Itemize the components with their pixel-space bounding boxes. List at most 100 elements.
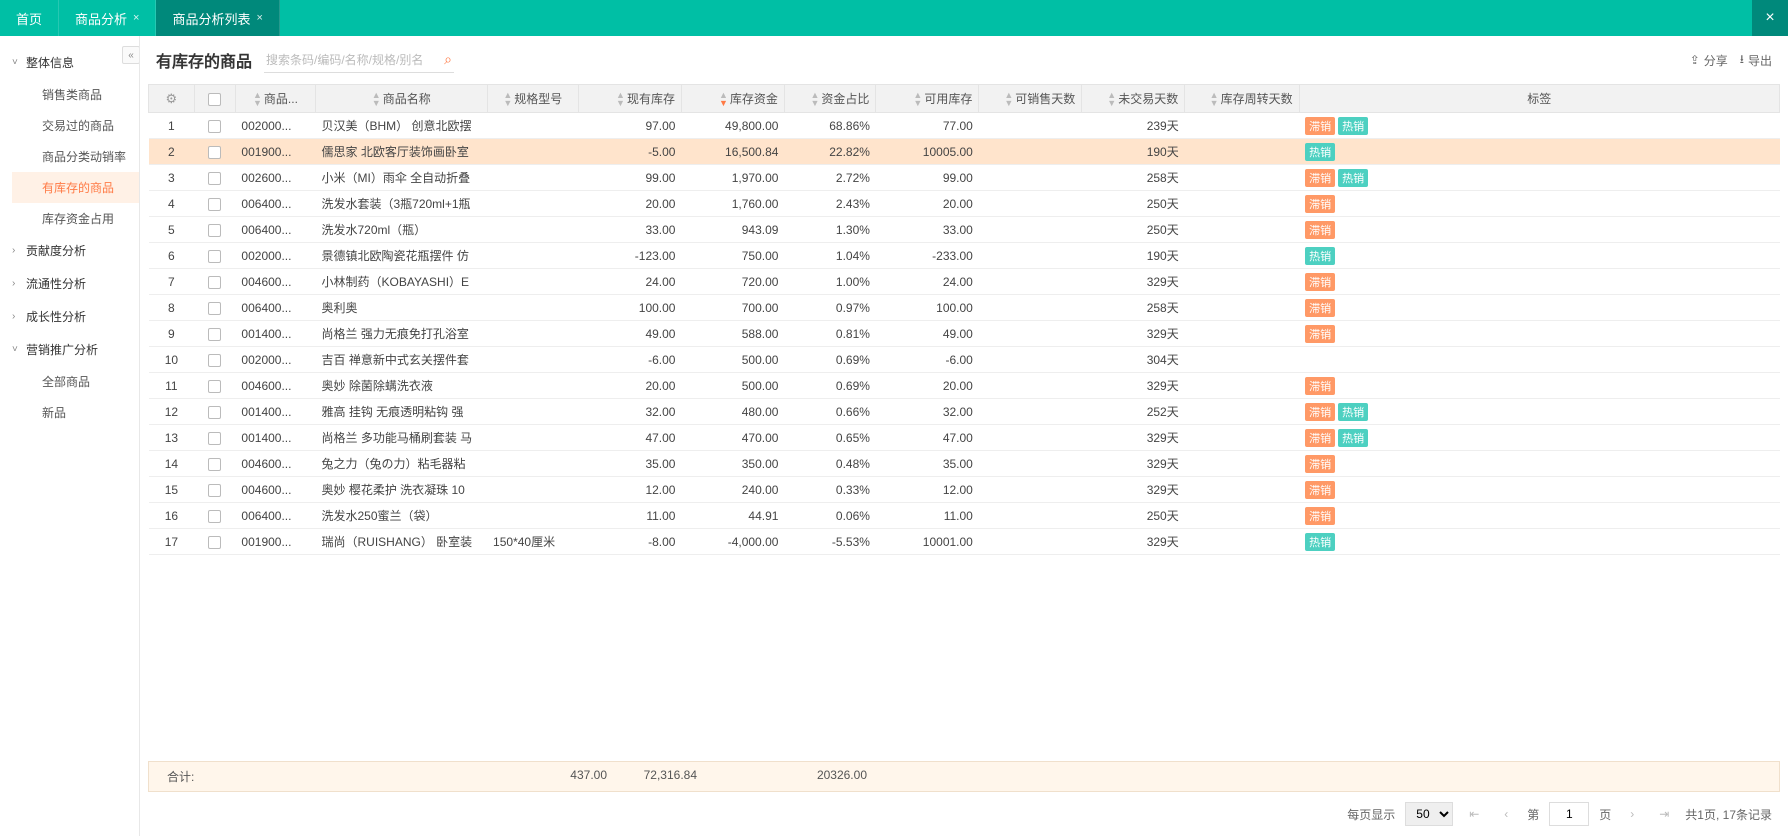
row-checkbox[interactable]: [208, 276, 221, 289]
row-checkbox[interactable]: [208, 198, 221, 211]
table-row[interactable]: 10002000...吉百 禅意新中式玄关摆件套-6.00500.000.69%…: [149, 347, 1780, 373]
cell-stock: -123.00: [579, 243, 682, 269]
nav-group-2[interactable]: ›流通性分析: [0, 267, 139, 300]
gear-icon[interactable]: ⚙: [166, 91, 178, 106]
row-checkbox[interactable]: [208, 484, 221, 497]
cell-code: 002000...: [235, 113, 315, 139]
export-button[interactable]: ⭳ 导出: [1740, 50, 1772, 71]
table-row[interactable]: 15004600...奥妙 樱花柔护 洗衣凝珠 1012.00240.000.3…: [149, 477, 1780, 503]
table-row[interactable]: 1002000...贝汉美（BHM） 创意北欧摆97.0049,800.0068…: [149, 113, 1780, 139]
cell-gear: 10: [149, 347, 195, 373]
row-checkbox[interactable]: [208, 458, 221, 471]
row-checkbox[interactable]: [208, 328, 221, 341]
table-row[interactable]: 16006400...洗发水250蜜兰（袋）11.0044.910.06%11.…: [149, 503, 1780, 529]
close-icon[interactable]: ×: [133, 12, 139, 24]
page-size-select[interactable]: 50: [1405, 802, 1453, 826]
table-row[interactable]: 7004600...小林制药（KOBAYASHI）E24.00720.001.0…: [149, 269, 1780, 295]
table-row[interactable]: 8006400...奥利奥100.00700.000.97%100.00258天…: [149, 295, 1780, 321]
select-all-checkbox[interactable]: [208, 93, 221, 106]
collapse-sidebar-button[interactable]: «: [122, 46, 140, 64]
page-size-label: 每页显示: [1347, 806, 1395, 823]
col-header-avail[interactable]: ▲▼可用库存: [876, 85, 979, 113]
table-row[interactable]: 6002000...景德镇北欧陶瓷花瓶摆件 仿-123.00750.001.04…: [149, 243, 1780, 269]
row-checkbox[interactable]: [208, 510, 221, 523]
cell-spec: [487, 503, 579, 529]
row-checkbox[interactable]: [208, 536, 221, 549]
col-header-gear: ⚙: [149, 85, 195, 113]
tab-1[interactable]: 商品分析×: [59, 0, 156, 36]
table-scroll[interactable]: ⚙▲▼商品...▲▼商品名称▲▼规格型号▲▼现有库存▲▼库存资金▲▼资金占比▲▼…: [140, 84, 1788, 749]
nav-group-1[interactable]: ›贡献度分析: [0, 234, 139, 267]
cell-stock: 24.00: [579, 269, 682, 295]
close-all-tabs-button[interactable]: ×: [1752, 0, 1788, 36]
cell-notrade: 258天: [1082, 165, 1185, 191]
nav-item-0-1[interactable]: 交易过的商品: [12, 110, 139, 141]
cell-stock: 97.00: [579, 113, 682, 139]
table-header-row: ⚙▲▼商品...▲▼商品名称▲▼规格型号▲▼现有库存▲▼库存资金▲▼资金占比▲▼…: [149, 85, 1780, 113]
col-header-code[interactable]: ▲▼商品...: [235, 85, 315, 113]
cell-amount: 1,760.00: [681, 191, 784, 217]
pager-prev-button[interactable]: ‹: [1495, 803, 1517, 825]
close-icon[interactable]: ×: [256, 12, 262, 24]
share-button[interactable]: ⇪ 分享: [1690, 52, 1728, 69]
table-row[interactable]: 14004600...兔之力（兔の力）粘毛器粘35.00350.000.48%3…: [149, 451, 1780, 477]
row-checkbox[interactable]: [208, 224, 221, 237]
row-checkbox[interactable]: [208, 172, 221, 185]
nav-item-0-3[interactable]: 有库存的商品: [12, 172, 139, 203]
nav-item-0-0[interactable]: 销售类商品: [12, 79, 139, 110]
nav-item-0-4[interactable]: 库存资金占用: [12, 203, 139, 234]
nav-group-0[interactable]: ˅整体信息: [0, 46, 139, 79]
col-header-spec[interactable]: ▲▼规格型号: [487, 85, 579, 113]
col-header-notrade[interactable]: ▲▼未交易天数: [1082, 85, 1185, 113]
cell-chk: [194, 113, 235, 139]
tab-2[interactable]: 商品分析列表×: [156, 0, 279, 36]
table-row[interactable]: 17001900...瑞尚（RUISHANG） 卧室装150*40厘米-8.00…: [149, 529, 1780, 555]
table-row[interactable]: 3002600...小米（MI）雨伞 全自动折叠99.001,970.002.7…: [149, 165, 1780, 191]
pager-first-button[interactable]: ⇤: [1463, 803, 1485, 825]
cell-avail: 100.00: [876, 295, 979, 321]
cell-turndays: [1185, 139, 1299, 165]
table-row[interactable]: 12001400...雅高 挂钩 无痕透明粘钩 强32.00480.000.66…: [149, 399, 1780, 425]
col-header-name[interactable]: ▲▼商品名称: [315, 85, 487, 113]
row-checkbox[interactable]: [208, 380, 221, 393]
col-header-ratio[interactable]: ▲▼资金占比: [784, 85, 876, 113]
cell-code: 002000...: [235, 347, 315, 373]
row-checkbox[interactable]: [208, 406, 221, 419]
cell-chk: [194, 347, 235, 373]
table-row[interactable]: 13001400...尚格兰 多功能马桶刷套装 马47.00470.000.65…: [149, 425, 1780, 451]
row-checkbox[interactable]: [208, 302, 221, 315]
table-row[interactable]: 11004600...奥妙 除菌除螨洗衣液20.00500.000.69%20.…: [149, 373, 1780, 399]
nav-group-3[interactable]: ›成长性分析: [0, 300, 139, 333]
col-header-stock[interactable]: ▲▼现有库存: [579, 85, 682, 113]
nav-item-4-0[interactable]: 全部商品: [12, 366, 139, 397]
pager-page-input[interactable]: [1549, 802, 1589, 826]
cell-avail: 10005.00: [876, 139, 979, 165]
nav-item-0-2[interactable]: 商品分类动销率: [12, 141, 139, 172]
tab-0[interactable]: 首页: [0, 0, 59, 36]
row-checkbox[interactable]: [208, 432, 221, 445]
cell-amount: 1,970.00: [681, 165, 784, 191]
cell-notrade: 190天: [1082, 139, 1185, 165]
search-icon[interactable]: ⌕: [444, 51, 452, 68]
cell-stock: 100.00: [579, 295, 682, 321]
total-stock: 437.00: [525, 762, 615, 791]
pager-next-button[interactable]: ›: [1621, 803, 1643, 825]
table-row[interactable]: 4006400...洗发水套装（3瓶720ml+1瓶20.001,760.002…: [149, 191, 1780, 217]
nav-group-4[interactable]: ˅营销推广分析: [0, 333, 139, 366]
col-label: 可销售天数: [1015, 92, 1075, 106]
row-checkbox[interactable]: [208, 354, 221, 367]
col-header-saledays[interactable]: ▲▼可销售天数: [979, 85, 1082, 113]
table-row[interactable]: 9001400...尚格兰 强力无痕免打孔浴室49.00588.000.81%4…: [149, 321, 1780, 347]
row-checkbox[interactable]: [208, 146, 221, 159]
nav-item-4-1[interactable]: 新品: [12, 397, 139, 428]
search-input[interactable]: [264, 47, 454, 73]
row-checkbox[interactable]: [208, 250, 221, 263]
col-header-amount[interactable]: ▲▼库存资金: [681, 85, 784, 113]
pager-last-button[interactable]: ⇥: [1653, 803, 1675, 825]
col-header-turndays[interactable]: ▲▼库存周转天数: [1185, 85, 1299, 113]
table-row[interactable]: 2001900...儒思家 北欧客厅装饰画卧室-5.0016,500.8422.…: [149, 139, 1780, 165]
row-checkbox[interactable]: [208, 120, 221, 133]
table-row[interactable]: 5006400...洗发水720ml（瓶）33.00943.091.30%33.…: [149, 217, 1780, 243]
cell-spec: [487, 191, 579, 217]
sort-icon: ▲▼: [503, 91, 512, 107]
